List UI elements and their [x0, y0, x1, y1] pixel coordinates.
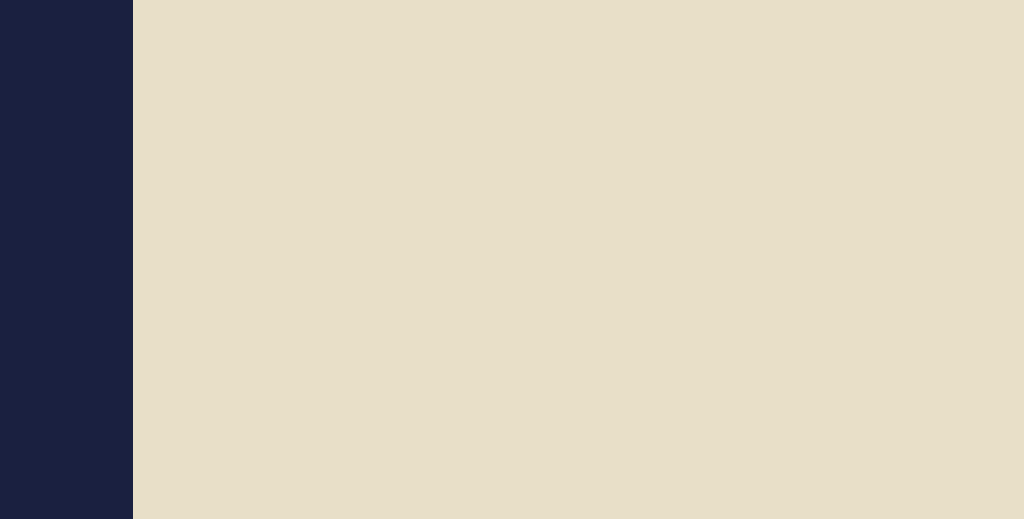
Text: •: •: [163, 73, 170, 83]
Text: (B) 4 m/s²: (B) 4 m/s²: [370, 89, 436, 102]
Text: x = 2 (t – t²): x = 2 (t – t²): [198, 40, 270, 53]
Text: (B) 1 m: (B) 1 m: [390, 274, 446, 289]
Text: 2: 2: [601, 137, 609, 150]
Text: (A) 0: (A) 0: [215, 89, 247, 102]
Text: •: •: [163, 248, 170, 258]
Text: ♦: ♦: [302, 271, 310, 281]
Text: m: m: [828, 274, 843, 289]
Text: (A) never goes to negative x-axis: (A) never goes to negative x-axis: [215, 176, 435, 189]
Text: where t is expressed in seconds and x is in meter  Possitive direction is twords: where t is expressed in seconds and x is…: [148, 55, 648, 68]
Text: (A) 1 m: (A) 1 m: [215, 134, 266, 148]
Text: (C): (C): [560, 134, 585, 148]
Text: 2: 2: [810, 277, 820, 292]
Text: The acceleration of the particle is: The acceleration of the particle is: [215, 73, 439, 86]
Text: 1: 1: [810, 250, 820, 265]
Text: (D) final velocity of the particle is zero: (D) final velocity of the particle is ze…: [215, 227, 469, 240]
Text: 8.: 8.: [148, 248, 161, 261]
Bar: [148, 458, 176, 467]
Text: (C) starts from the origin then goes upto x = 1/2 in the positive x-axis then go: (C) starts from the origin then goes upt…: [215, 210, 793, 223]
Text: (A) 0 m: (A) 0 m: [215, 274, 271, 289]
Text: (C) 2 m: (C) 2 m: [575, 274, 632, 289]
Text: 1: 1: [601, 114, 609, 127]
Text: 7.: 7.: [148, 159, 161, 172]
Text: (D): (D): [760, 274, 788, 289]
Text: The position of a particle is given by: The position of a particle is given by: [178, 26, 393, 39]
Text: (B) never goes to positive x-axis: (B) never goes to positive x-axis: [215, 193, 429, 206]
Text: The maximum value of position co-ordinate of particle on positive x-axis is: The maximum value of position co-ordinat…: [215, 109, 715, 122]
Text: (D) 4 m: (D) 4 m: [760, 134, 813, 148]
Text: 5.: 5.: [148, 73, 161, 86]
Text: The particle: The particle: [215, 159, 295, 172]
Text: The total distance travelled by the particle between t = 0 to t = 1 s is :: The total distance travelled by the part…: [215, 248, 687, 261]
Text: (D) None of these.: (D) None of these.: [760, 89, 882, 102]
Text: (C) –4 m/s²: (C) –4 m/s²: [570, 89, 643, 102]
Text: Comprehension #2: Comprehension #2: [148, 11, 281, 24]
Text: m: m: [618, 134, 636, 148]
Text: 6.: 6.: [148, 109, 161, 122]
Text: Kalpvriksha: Kalpvriksha: [190, 457, 311, 475]
Text: (B) 2 m: (B) 2 m: [370, 134, 422, 148]
